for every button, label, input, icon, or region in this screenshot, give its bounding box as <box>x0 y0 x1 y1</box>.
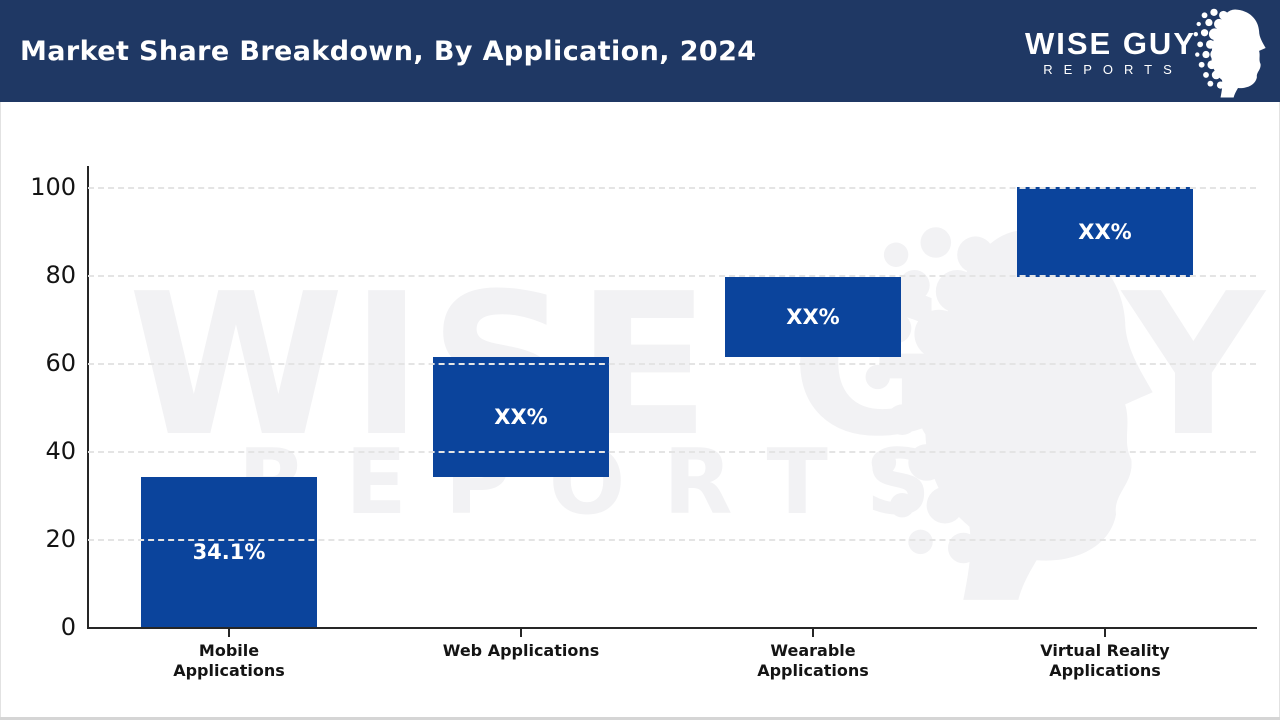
gridline <box>88 275 1256 277</box>
gridline <box>88 539 1256 541</box>
y-tick-label: 20 <box>45 525 76 553</box>
category-label: Virtual Reality Applications <box>1040 641 1170 680</box>
y-tick-label: 100 <box>30 173 76 201</box>
x-axis-line <box>87 627 1257 629</box>
bar-value-label: XX% <box>494 404 548 429</box>
x-tick-mark <box>812 629 814 637</box>
gridline <box>88 451 1256 453</box>
gridline <box>88 363 1256 365</box>
logo-wordmark-line1: WISE GUY <box>1024 26 1196 61</box>
x-tick-mark <box>1104 629 1106 637</box>
watermark-face-icon <box>850 227 1153 600</box>
category-label: Mobile Applications <box>173 641 285 680</box>
waterfall-bar <box>1017 187 1193 278</box>
wise-guy-logo: WISE GUY REPORTS <box>1025 4 1270 100</box>
category-label: Web Applications <box>442 641 600 660</box>
x-tick-mark <box>520 629 522 637</box>
logo-wordmark: WISE GUY REPORTS <box>1025 28 1196 76</box>
gridline <box>88 187 1256 189</box>
logo-wordmark-line2: REPORTS <box>1043 62 1183 77</box>
y-tick-label: 40 <box>45 437 76 465</box>
bar-value-label: 34.1% <box>192 539 266 564</box>
waterfall-bar <box>725 277 901 357</box>
y-tick-label: 80 <box>45 261 76 289</box>
bottom-border <box>0 717 1280 720</box>
category-label: Wearable Applications <box>757 641 869 680</box>
y-tick-label: 0 <box>60 613 76 641</box>
waterfall-bar <box>433 356 609 477</box>
logo-face-icon <box>1193 8 1266 98</box>
y-tick-label: 60 <box>45 349 76 377</box>
header: Market Share Breakdown, By Application, … <box>0 0 1280 102</box>
waterfall-bar <box>141 476 317 627</box>
y-axis-line <box>87 166 89 629</box>
page-title: Market Share Breakdown, By Application, … <box>20 35 757 67</box>
bar-value-label: XX% <box>786 305 840 330</box>
x-tick-mark <box>228 629 230 637</box>
bar-value-label: XX% <box>1078 220 1132 245</box>
